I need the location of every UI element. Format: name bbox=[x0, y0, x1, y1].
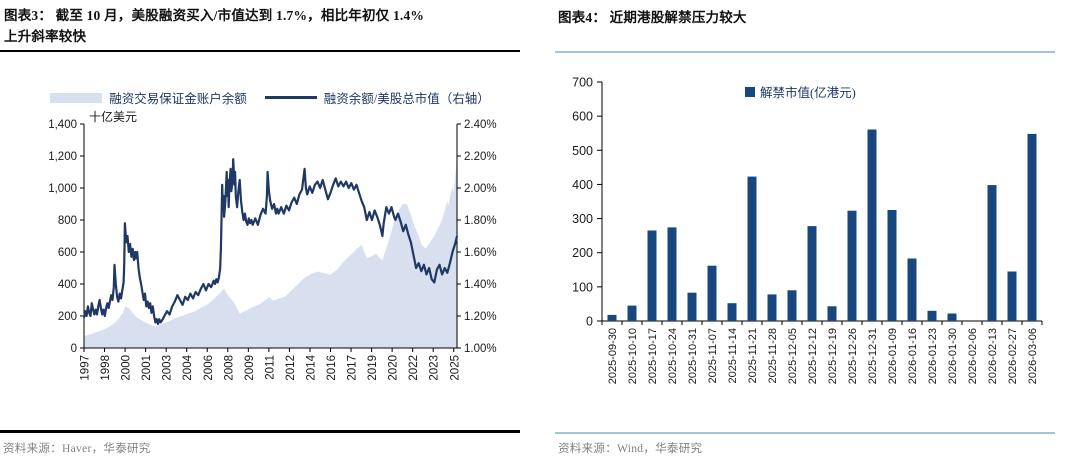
svg-text:2009: 2009 bbox=[244, 355, 256, 381]
margin-ratio-line-series bbox=[82, 158, 459, 326]
svg-text:2025-12-12: 2025-12-12 bbox=[807, 328, 819, 384]
chart4-title: 图表4： 近期港股解禁压力较大 bbox=[558, 10, 747, 25]
svg-text:2025-09-30: 2025-09-30 bbox=[607, 328, 619, 384]
svg-text:2014: 2014 bbox=[305, 354, 317, 380]
chart4-date-labels: 2025-09-30 2025-10-10 2025-10-17 2025-10-24… bbox=[607, 328, 1039, 384]
svg-text:700: 700 bbox=[572, 76, 593, 90]
svg-text:1,400: 1,400 bbox=[48, 119, 77, 131]
svg-text:400: 400 bbox=[58, 279, 77, 291]
chart4-title-rule bbox=[555, 51, 1055, 53]
svg-text:2020: 2020 bbox=[388, 355, 400, 381]
svg-text:1.20%: 1.20% bbox=[464, 311, 497, 323]
svg-text:2000: 2000 bbox=[121, 355, 133, 381]
svg-text:2025-11-07: 2025-11-07 bbox=[707, 328, 719, 383]
svg-text:2023: 2023 bbox=[429, 355, 441, 381]
svg-text:2016: 2016 bbox=[326, 355, 338, 381]
svg-text:2025-10-10: 2025-10-10 bbox=[627, 328, 639, 384]
svg-text:1.60%: 1.60% bbox=[464, 247, 497, 259]
svg-text:2004: 2004 bbox=[182, 354, 194, 380]
svg-text:2026-02-06: 2026-02-06 bbox=[967, 328, 979, 384]
chart3-title-line2: 上升斜率较快 bbox=[4, 29, 87, 44]
svg-text:2011: 2011 bbox=[264, 355, 276, 380]
chart3-legend: 融资交易保证金账户余额 融资余额/美股总市值（右轴） bbox=[0, 88, 540, 107]
svg-text:2025-11-21: 2025-11-21 bbox=[747, 328, 759, 383]
line-series-label: 融资余额/美股总市值（右轴） bbox=[323, 92, 490, 106]
svg-text:1.40%: 1.40% bbox=[464, 279, 497, 291]
svg-text:2025-10-24: 2025-10-24 bbox=[667, 328, 679, 384]
svg-text:200: 200 bbox=[572, 246, 593, 260]
svg-text:0: 0 bbox=[71, 343, 77, 355]
margin-account-area-series bbox=[84, 143, 457, 348]
svg-text:2025-11-28: 2025-11-28 bbox=[767, 328, 779, 383]
area-series-label: 融资交易保证金账户余额 bbox=[109, 92, 247, 106]
bar-series-label: 解禁市值(亿港元) bbox=[760, 86, 856, 100]
svg-text:1,000: 1,000 bbox=[48, 183, 77, 195]
svg-text:2026-02-27: 2026-02-27 bbox=[1007, 328, 1019, 384]
svg-text:400: 400 bbox=[572, 178, 593, 192]
left-axis-unit-label: 十亿美元 bbox=[89, 109, 137, 124]
svg-text:1,200: 1,200 bbox=[48, 151, 77, 163]
svg-text:2022: 2022 bbox=[408, 355, 420, 381]
svg-text:2025-12-26: 2025-12-26 bbox=[847, 328, 859, 384]
svg-text:2.40%: 2.40% bbox=[464, 119, 497, 131]
hk-unlock-bar-chart: 0 100 200 300 400 500 600 700 2025-09-30 2025-10-… bbox=[572, 76, 1043, 384]
svg-text:2026-01-23: 2026-01-23 bbox=[927, 328, 939, 384]
svg-text:2025-10-31: 2025-10-31 bbox=[687, 328, 699, 384]
svg-text:2017: 2017 bbox=[347, 355, 359, 381]
svg-text:2001: 2001 bbox=[141, 355, 153, 381]
chart4-tick-labels: 0 100 200 300 400 500 600 700 bbox=[572, 76, 593, 329]
svg-text:2026-01-09: 2026-01-09 bbox=[887, 328, 899, 384]
svg-text:2025-10-17: 2025-10-17 bbox=[647, 328, 659, 384]
svg-text:1.00%: 1.00% bbox=[464, 343, 497, 355]
chart3-footer-rule bbox=[0, 430, 520, 433]
chart3-title: 图表3： 截至 10 月，美股融资买入/市值达到 1.7%，相比年初仅 1.4%… bbox=[4, 5, 530, 47]
svg-text:500: 500 bbox=[572, 144, 593, 158]
bar-series-swatch bbox=[745, 86, 755, 97]
unlock-value-bars bbox=[607, 129, 1037, 321]
svg-text:2025-12-31: 2025-12-31 bbox=[867, 328, 879, 384]
line-series-swatch bbox=[264, 96, 317, 99]
chart4-footer-rule bbox=[555, 432, 1055, 434]
svg-text:2026-01-30: 2026-01-30 bbox=[947, 328, 959, 384]
svg-text:0: 0 bbox=[586, 315, 593, 329]
chart4-legend: 解禁市值(亿港元) bbox=[745, 82, 856, 101]
svg-text:100: 100 bbox=[572, 280, 593, 294]
svg-text:2026-01-16: 2026-01-16 bbox=[907, 328, 919, 384]
svg-text:200: 200 bbox=[58, 311, 77, 323]
svg-text:1997: 1997 bbox=[80, 355, 92, 381]
svg-text:600: 600 bbox=[572, 110, 593, 124]
svg-text:2.00%: 2.00% bbox=[464, 183, 497, 195]
svg-text:1998: 1998 bbox=[100, 355, 112, 381]
svg-text:2025-11-14: 2025-11-14 bbox=[727, 328, 739, 383]
svg-text:2.20%: 2.20% bbox=[464, 151, 497, 163]
svg-text:2025: 2025 bbox=[449, 355, 461, 381]
svg-text:1.80%: 1.80% bbox=[464, 215, 497, 227]
svg-text:300: 300 bbox=[572, 212, 593, 226]
chart3-source: 资料来源：Haver，华泰研究 bbox=[3, 443, 151, 455]
svg-text:600: 600 bbox=[58, 247, 77, 259]
svg-text:2019: 2019 bbox=[367, 355, 379, 381]
chart4-source: 资料来源：Wind，华泰研究 bbox=[558, 443, 703, 455]
area-series-swatch bbox=[50, 92, 103, 103]
chart3-tick-labels: 0 200 400 600 800 1,000 1,200 1,400 1.00% 1.20% 1.… bbox=[48, 119, 496, 381]
svg-text:800: 800 bbox=[58, 215, 77, 227]
svg-text:2026-03-06: 2026-03-06 bbox=[1027, 328, 1039, 384]
svg-text:2003: 2003 bbox=[162, 355, 174, 381]
chart3-panel: 图表3： 截至 10 月，美股融资买入/市值达到 1.7%，相比年初仅 1.4%… bbox=[0, 5, 540, 455]
chart4-panel: 图表4： 近期港股解禁压力较大 解禁市值(亿港元) 0 100 200 300 400 5… bbox=[540, 0, 1080, 464]
chart4-axes bbox=[597, 81, 1043, 325]
svg-text:2008: 2008 bbox=[223, 355, 235, 381]
chart3-title-line1: 图表3： 截至 10 月，美股融资买入/市值达到 1.7%，相比年初仅 1.4% bbox=[4, 8, 425, 23]
svg-text:2025-12-19: 2025-12-19 bbox=[827, 328, 839, 384]
chart3-title-rule bbox=[0, 50, 520, 52]
svg-text:2006: 2006 bbox=[203, 355, 215, 381]
svg-text:2025-12-05: 2025-12-05 bbox=[787, 328, 799, 384]
svg-text:2012: 2012 bbox=[285, 355, 297, 381]
svg-text:2026-02-13: 2026-02-13 bbox=[987, 328, 999, 384]
margin-balance-ratio-chart: 0 200 400 600 800 1,000 1,200 1,400 1.00% 1.20% 1.… bbox=[48, 109, 496, 381]
